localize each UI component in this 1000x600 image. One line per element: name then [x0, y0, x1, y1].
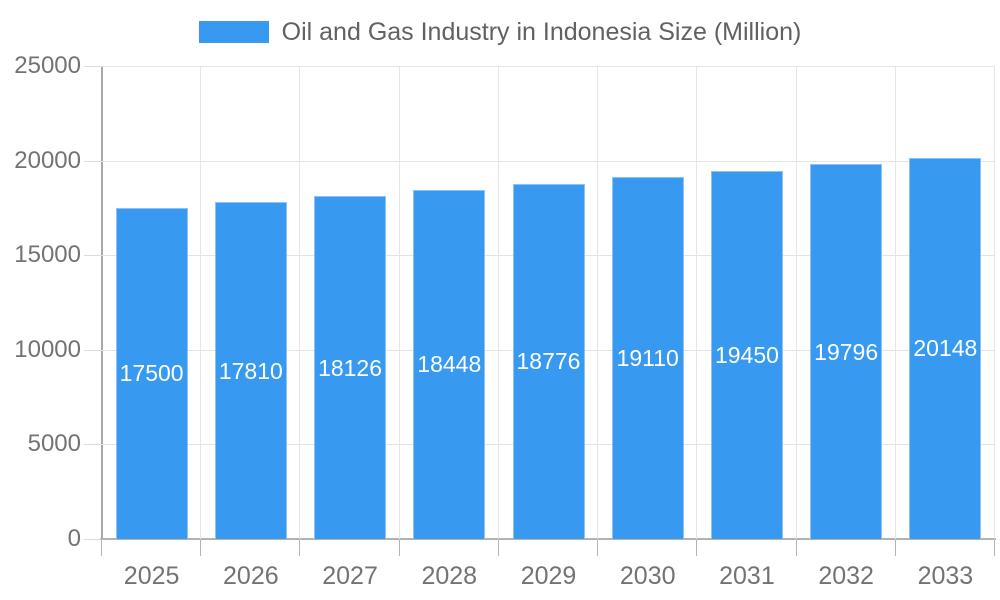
y-axis-tick [84, 255, 102, 257]
y-tick-label: 25000 [14, 52, 81, 79]
bar[interactable]: 18126 [314, 196, 387, 539]
x-axis-tick [894, 539, 896, 556]
legend-label: Oil and Gas Industry in Indonesia Size (… [281, 17, 802, 46]
y-tick-label: 20000 [14, 146, 81, 174]
bar-value-label: 19450 [714, 342, 779, 368]
x-tick-label: 2031 [719, 562, 775, 590]
x-tick-label: 2027 [322, 562, 378, 590]
bar[interactable]: 19796 [810, 164, 883, 539]
gridline-vertical [795, 66, 797, 539]
bar-value-label: 18448 [417, 351, 482, 378]
bar-value-label: 18776 [516, 348, 581, 375]
gridline-vertical [597, 66, 599, 539]
legend-item[interactable]: Oil and Gas Industry in Indonesia Size (… [0, 18, 1000, 46]
x-tick-label: 2029 [520, 562, 577, 590]
legend-swatch [198, 21, 269, 43]
x-tick-label: 2033 [917, 562, 974, 590]
bar-value-label: 19110 [616, 345, 679, 372]
bar-value-label: 17810 [218, 357, 283, 384]
bar-value-label: 17500 [119, 360, 184, 387]
y-tick-label: 15000 [14, 241, 81, 269]
gridline-vertical [299, 66, 301, 539]
y-tick-label: 10000 [14, 335, 81, 363]
bar-value-label: 18126 [318, 354, 383, 381]
y-tick-label: 0 [67, 525, 81, 552]
gridline-vertical [894, 66, 896, 539]
y-axis-line [101, 66, 103, 539]
gridline-vertical [994, 66, 995, 539]
y-axis-tick [84, 539, 102, 540]
gridline-horizontal [102, 160, 995, 162]
y-axis-tick [84, 66, 102, 67]
gridline-vertical [200, 66, 202, 539]
x-tick-label: 2028 [421, 562, 478, 590]
bar[interactable]: 19450 [710, 171, 783, 539]
y-tick-label: 5000 [27, 430, 81, 458]
plot-area: 0 5000 10000 15000 20000 25000 17500 2025 17810 2… [14, 52, 996, 590]
x-axis-tick [597, 539, 599, 556]
x-axis-tick [101, 539, 102, 556]
bar[interactable]: 19110 [611, 177, 684, 539]
x-axis-tick [299, 539, 301, 556]
x-axis-tick [795, 539, 797, 556]
y-axis-tick [84, 160, 102, 162]
gridline-vertical [398, 66, 400, 539]
x-axis-tick [696, 539, 698, 556]
x-axis-tick [200, 539, 202, 556]
x-tick-label: 2030 [619, 562, 676, 590]
x-axis-tick [398, 539, 400, 556]
y-axis-tick [84, 349, 102, 351]
x-tick-label: 2032 [818, 562, 874, 590]
bar-value-label: 20148 [913, 335, 978, 362]
x-tick-label: 2026 [223, 562, 279, 590]
bar-value-label: 19796 [814, 338, 879, 365]
gridline-vertical [497, 66, 499, 539]
x-axis-line [100, 538, 996, 540]
bar[interactable]: 17810 [214, 202, 287, 539]
bar[interactable]: 18448 [413, 189, 486, 539]
x-tick-label: 2025 [123, 562, 180, 590]
bar[interactable]: 18776 [512, 183, 585, 539]
y-axis-tick [84, 444, 102, 446]
x-axis-tick [497, 539, 499, 556]
gridline-horizontal [102, 66, 995, 67]
x-axis-tick [994, 539, 995, 556]
gridline-vertical [696, 66, 698, 539]
bar[interactable]: 20148 [909, 157, 982, 539]
bar[interactable]: 17500 [115, 207, 188, 539]
